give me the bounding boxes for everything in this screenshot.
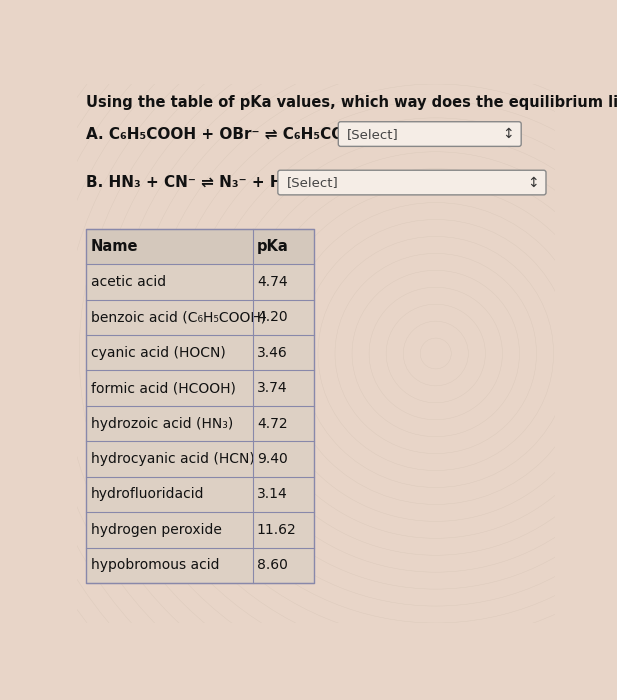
Text: 3.74: 3.74 (257, 381, 288, 395)
Text: ↕: ↕ (527, 176, 539, 190)
Text: 9.40: 9.40 (257, 452, 288, 466)
Text: 4.72: 4.72 (257, 416, 288, 430)
Text: 3.46: 3.46 (257, 346, 288, 360)
Text: hydrocyanic acid (HCN): hydrocyanic acid (HCN) (91, 452, 255, 466)
Text: pKa: pKa (257, 239, 289, 254)
Text: B. HN₃ + CN⁻ ⇌ N₃⁻ + HCN: B. HN₃ + CN⁻ ⇌ N₃⁻ + HCN (86, 175, 307, 190)
Text: hydrozoic acid (HN₃): hydrozoic acid (HN₃) (91, 416, 233, 430)
Text: 4.20: 4.20 (257, 310, 288, 324)
Bar (86, 229, 313, 264)
Text: Name: Name (91, 239, 139, 254)
Bar (86, 229, 313, 583)
Text: [Select]: [Select] (286, 176, 338, 189)
Text: 3.14: 3.14 (257, 487, 288, 501)
Text: hypobromous acid: hypobromous acid (91, 559, 220, 573)
Text: [Select]: [Select] (347, 127, 399, 141)
Text: A. C₆H₅COOH + OBr⁻ ⇌ C₆H₅COO⁻ + HOBr: A. C₆H₅COOH + OBr⁻ ⇌ C₆H₅COO⁻ + HOBr (86, 126, 434, 141)
Text: ↕: ↕ (502, 127, 514, 141)
Text: acetic acid: acetic acid (91, 275, 166, 289)
Text: hydrogen peroxide: hydrogen peroxide (91, 523, 222, 537)
FancyBboxPatch shape (338, 122, 521, 146)
FancyBboxPatch shape (278, 170, 546, 195)
Text: cyanic acid (HOCN): cyanic acid (HOCN) (91, 346, 226, 360)
Text: formic acid (HCOOH): formic acid (HCOOH) (91, 381, 236, 395)
Text: benzoic acid (C₆H₅COOH): benzoic acid (C₆H₅COOH) (91, 310, 266, 324)
Bar (86, 229, 313, 583)
Text: hydrofluoridacid: hydrofluoridacid (91, 487, 205, 501)
Text: Using the table of pKa values, which way does the equilibrium lie in the followi: Using the table of pKa values, which way… (86, 94, 617, 110)
Text: 4.74: 4.74 (257, 275, 288, 289)
Text: 8.60: 8.60 (257, 559, 288, 573)
Text: 11.62: 11.62 (257, 523, 297, 537)
